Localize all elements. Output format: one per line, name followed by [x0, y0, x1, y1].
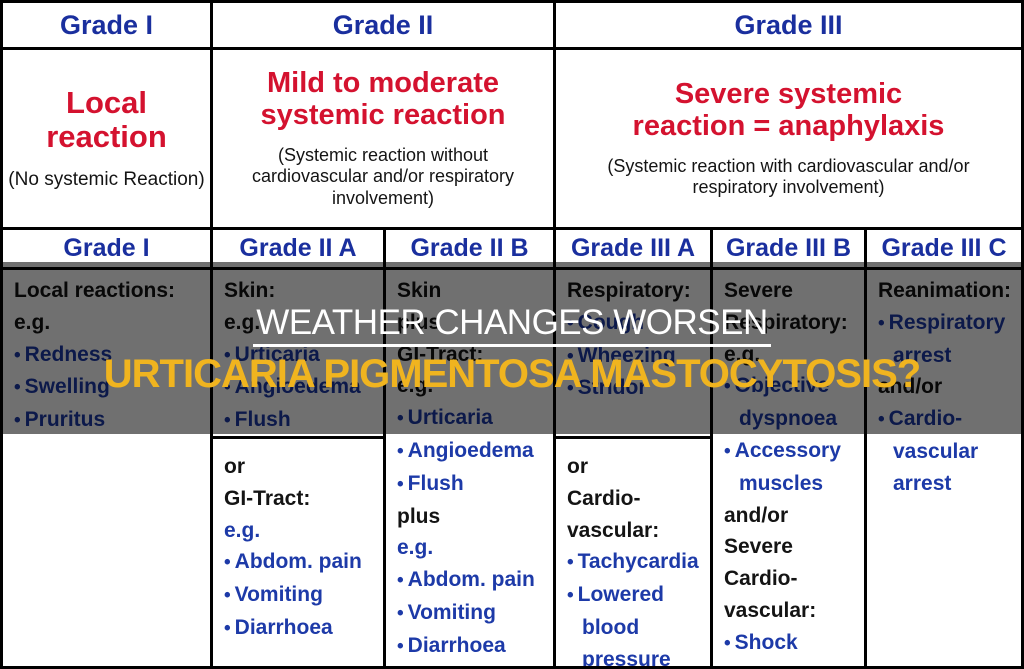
- cell-line: muscles: [724, 468, 860, 500]
- grade-3-headline-line2: reaction = anaphylaxis: [632, 110, 945, 143]
- cell-line-text: Severe: [724, 535, 793, 559]
- cell-line-text: vascular:: [567, 518, 660, 542]
- cell-line: or: [224, 451, 379, 483]
- grade-1-headline: Local reaction: [46, 84, 167, 155]
- grade-2-summary-cell: Mild to moderate systemic reaction (Syst…: [213, 50, 553, 230]
- cell-line-text: blood: [582, 615, 640, 639]
- cell-line: • Lowered: [567, 579, 706, 612]
- cell-line-text: Diarrhoea: [407, 633, 506, 657]
- cell-line: pressure: [567, 644, 706, 669]
- cell-line: vascular:: [567, 515, 706, 547]
- cell-line-text: Shock: [734, 630, 798, 654]
- bullet-icon: •: [397, 635, 404, 657]
- grade-3-header: Grade III: [556, 3, 1021, 50]
- cell-line: vascular:: [724, 595, 860, 627]
- cell-line-text: vascular: [893, 439, 979, 463]
- grade-summary-column-3: Grade III Severe systemic reaction = ana…: [556, 3, 1021, 230]
- cell-line-text: Vomiting: [234, 583, 323, 607]
- cell-line: •Angioedema: [397, 435, 549, 468]
- grade-summary-column-2: Grade II Mild to moderate systemic react…: [213, 3, 556, 230]
- post-title-line1: WEATHER CHANGES WORSEN: [3, 303, 1021, 347]
- cell-line: vascular: [878, 436, 1017, 468]
- cell-line: e.g.: [224, 515, 379, 547]
- cell-line: • Vomiting: [397, 597, 549, 630]
- detail-header-grade-3c: Grade III C: [867, 230, 1021, 270]
- cell-line-text: or: [567, 455, 588, 478]
- cell-line: • Abdom. pain: [397, 564, 549, 597]
- grade-2-header: Grade II: [213, 3, 553, 50]
- bullet-icon: •: [224, 552, 231, 574]
- post-title-line1-text: WEATHER CHANGES WORSEN: [253, 303, 771, 347]
- cell-line-text: arrest: [893, 471, 952, 495]
- bullet-icon: •: [567, 585, 574, 607]
- cell-line: Severe: [724, 531, 860, 563]
- cell-line: or: [567, 451, 706, 483]
- cell-line-text: pressure: [582, 647, 671, 669]
- bullet-icon: •: [397, 473, 404, 495]
- cell-line-text: Diarrhoea: [234, 615, 333, 639]
- cell-line-text: Cardio-: [567, 486, 641, 510]
- grade-summary-column-1: Grade I Local reaction (No systemic Reac…: [3, 3, 213, 230]
- cell-line: e.g.: [397, 532, 549, 564]
- grade-3a-cardiovascular-cell: or Cardio-vascular: • Tachycardia • Lowered bl…: [556, 439, 710, 669]
- cell-line-text: Lowered: [577, 583, 665, 607]
- cell-line-text: e.g.: [397, 536, 434, 560]
- cell-line-text: Accessory: [734, 438, 841, 462]
- grade-2-headline: Mild to moderate: [266, 66, 499, 99]
- cell-line: plus: [397, 501, 549, 533]
- cell-line: Cardio-: [567, 483, 706, 515]
- grade-summary-table: Grade I Local reaction (No systemic Reac…: [3, 3, 1021, 230]
- cell-line: Cardio-: [724, 563, 860, 595]
- title-overlay-band: [3, 262, 1021, 434]
- bullet-icon: •: [224, 617, 231, 639]
- cell-line-text: e.g.: [224, 518, 261, 542]
- grade-detail-header-row: Grade I Grade II A Grade II B Grade III …: [3, 230, 1021, 270]
- cell-line-text: Abdom. pain: [234, 550, 362, 574]
- cell-line: GI-Tract:: [224, 483, 379, 515]
- cell-line: • Accessory: [724, 435, 860, 468]
- grade-2-headline-line2: systemic reaction: [260, 99, 506, 132]
- grade-1-header: Grade I: [3, 3, 210, 50]
- grade-3-headline: Severe systemic: [674, 77, 903, 110]
- bullet-icon: •: [397, 602, 404, 624]
- cell-line: blood: [567, 612, 706, 644]
- cell-line-text: Abdom. pain: [407, 568, 535, 592]
- cell-line: • Abdom. pain: [224, 546, 379, 579]
- post-title-line2: URTICARIA PIGMENTOSA MASTOCYTOSIS?: [103, 352, 921, 396]
- cell-line-text: Angioedema: [407, 438, 534, 462]
- cell-line-text: plus: [397, 504, 441, 528]
- cell-line-text: Tachycardia: [577, 550, 699, 574]
- grade-1-summary-cell: Local reaction (No systemic Reaction): [3, 50, 210, 230]
- cell-line-text: GI-Tract:: [224, 486, 311, 510]
- cell-line-text: or: [224, 455, 245, 478]
- cell-line: • Shock: [724, 627, 860, 660]
- cell-line: • Vomiting: [224, 579, 379, 612]
- cell-line: •Flush: [397, 468, 549, 501]
- cell-line: • Diarrhoea: [397, 630, 549, 663]
- cell-line-text: Cardio-: [724, 567, 798, 591]
- bullet-icon: •: [397, 570, 404, 592]
- cell-line: • Diarrhoea: [224, 612, 379, 645]
- bullet-icon: •: [224, 585, 231, 607]
- grade-1-description: (No systemic Reaction): [8, 169, 205, 191]
- bullet-icon: •: [724, 440, 731, 462]
- cell-line-text: Vomiting: [407, 600, 496, 624]
- cell-line: arrest: [878, 468, 1017, 500]
- bullet-icon: •: [724, 632, 731, 654]
- bullet-icon: •: [397, 440, 404, 462]
- grade-3-description: (Systemic reaction with cardiovascular a…: [607, 155, 970, 198]
- grade-3-summary-cell: Severe systemic reaction = anaphylaxis (…: [556, 50, 1021, 230]
- grade-2-description: (Systemic reaction without cardiovascula…: [251, 144, 515, 209]
- cell-line-text: Flush: [407, 471, 464, 495]
- cell-line-text: muscles: [739, 471, 824, 495]
- cell-line-text: vascular:: [724, 598, 817, 622]
- cell-line-text: and/or: [724, 503, 789, 527]
- cell-line: • Tachycardia: [567, 546, 706, 579]
- cell-line: and/or: [724, 500, 860, 532]
- bullet-icon: •: [567, 552, 574, 574]
- grade-2a-gi-cell: or GI-Tract: e.g. • Abdom. pain • Vomiting • Dia…: [213, 439, 383, 666]
